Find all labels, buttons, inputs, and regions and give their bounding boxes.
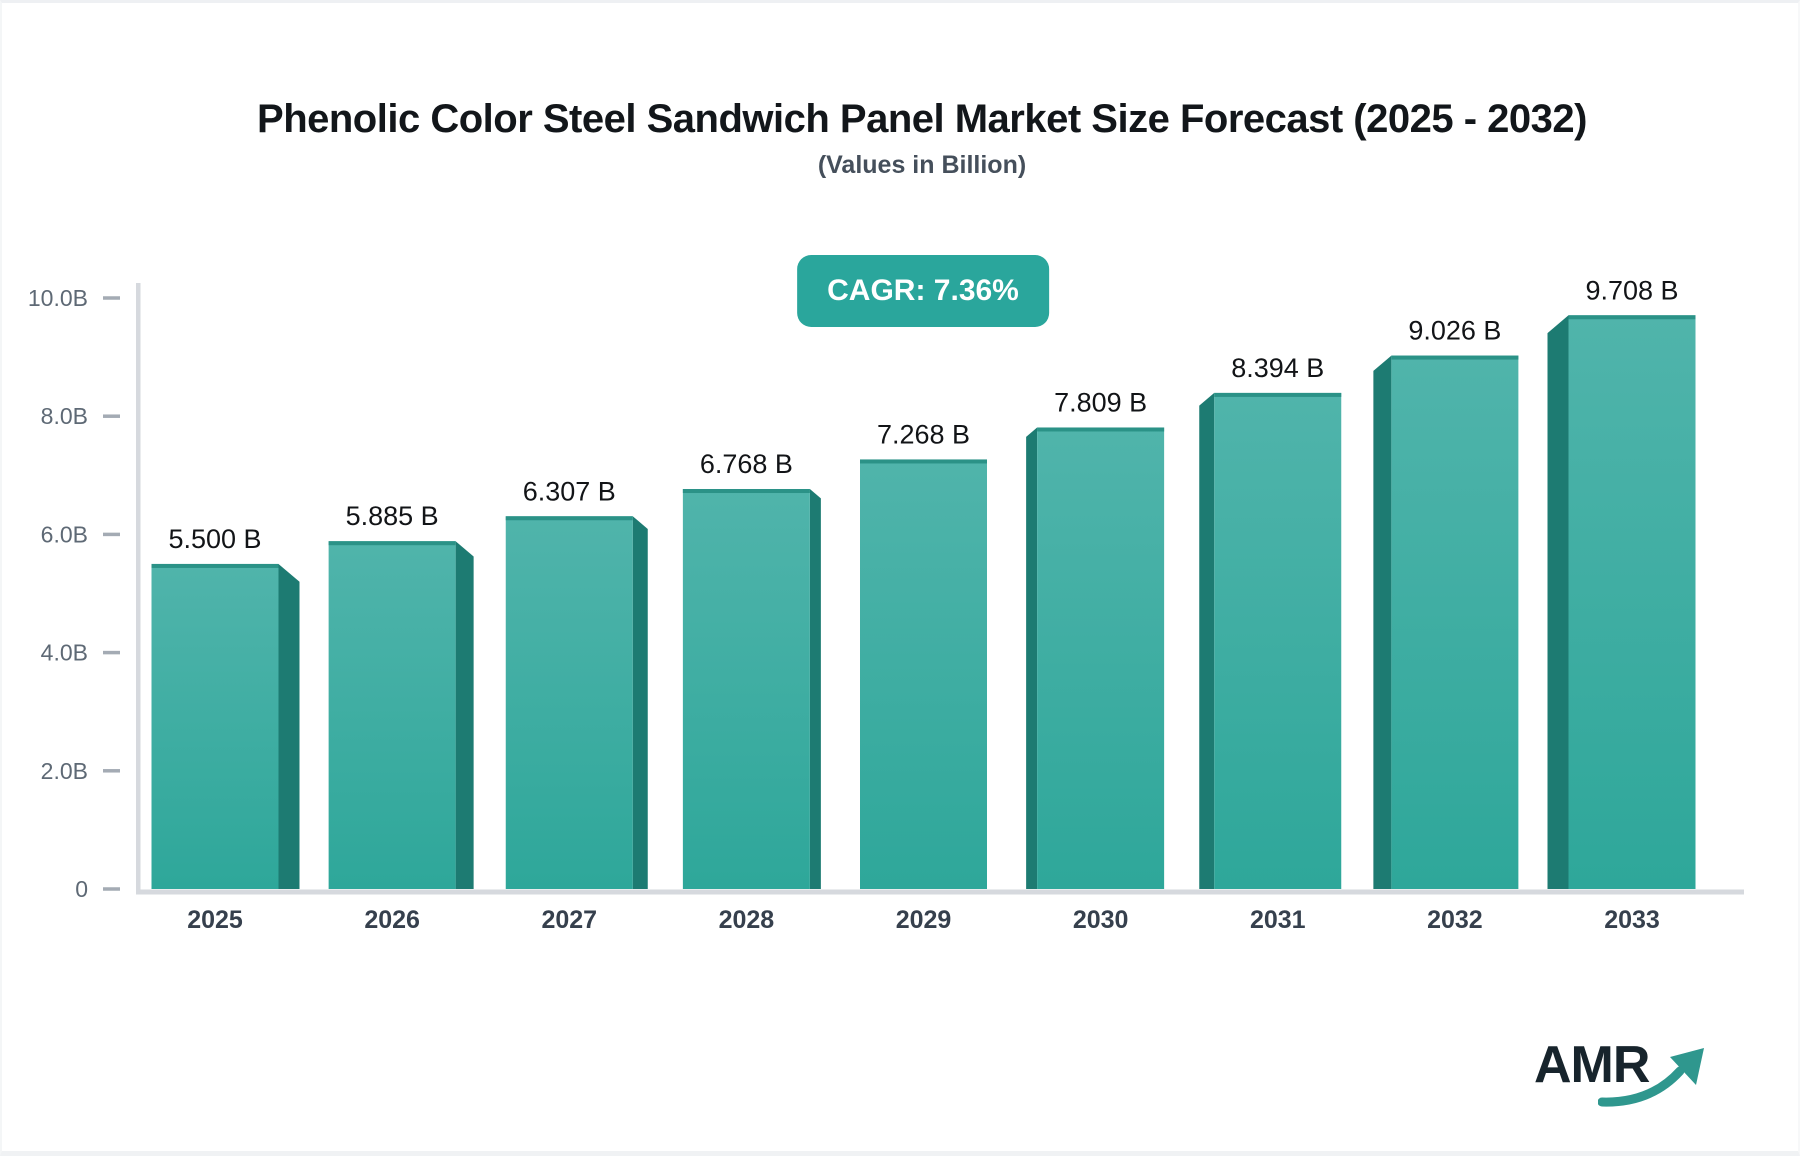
bar-top-edge bbox=[1037, 427, 1165, 432]
x-category-label: 2032 bbox=[1427, 906, 1483, 934]
bar-side-face bbox=[632, 516, 648, 889]
bar-side-face bbox=[809, 489, 821, 889]
bar-top-edge bbox=[1568, 315, 1696, 320]
x-category-label: 2029 bbox=[896, 906, 952, 934]
bar-value-label: 6.307 B bbox=[523, 476, 616, 506]
bar-2031 bbox=[1214, 392, 1342, 889]
y-tick bbox=[103, 532, 120, 537]
y-tick bbox=[103, 769, 120, 773]
y-tick-label: 4.0B bbox=[41, 640, 88, 666]
x-category-label: 2025 bbox=[187, 906, 243, 934]
bar-top-edge bbox=[1391, 355, 1519, 360]
bar-side-face bbox=[278, 563, 300, 889]
bar-value-label: 7.809 B bbox=[1054, 387, 1147, 417]
bar-2025 bbox=[151, 563, 279, 889]
y-tick bbox=[103, 296, 120, 300]
y-tick bbox=[103, 650, 120, 655]
x-category-label: 2031 bbox=[1250, 906, 1306, 934]
y-tick-label: 10.0B bbox=[28, 285, 88, 311]
bar-2029 bbox=[860, 459, 987, 889]
bar-value-label: 7.268 B bbox=[877, 419, 970, 449]
y-tick-label: 6.0B bbox=[41, 521, 88, 547]
bar-top-edge bbox=[151, 563, 279, 568]
y-tick bbox=[103, 414, 120, 418]
growth-arrow-icon bbox=[1598, 1048, 1704, 1107]
x-category-label: 2027 bbox=[541, 906, 597, 934]
y-tick-label: 2.0B bbox=[41, 758, 88, 784]
y-tick-label: 8.0B bbox=[41, 403, 88, 429]
bar-top-edge bbox=[328, 541, 456, 546]
cagr-badge: CAGR: 7.36% bbox=[797, 255, 1049, 327]
x-category-label: 2033 bbox=[1604, 906, 1660, 934]
bar-value-label: 5.885 B bbox=[346, 501, 439, 531]
y-tick bbox=[103, 887, 120, 891]
bar-2033 bbox=[1568, 315, 1696, 889]
bar-side-face bbox=[455, 541, 474, 889]
x-category-label: 2028 bbox=[719, 906, 775, 934]
x-category-label: 2026 bbox=[364, 906, 420, 934]
bar-2027 bbox=[505, 516, 633, 889]
bar-side-face bbox=[1373, 355, 1392, 890]
bar-value-label: 5.500 B bbox=[168, 524, 261, 554]
bar-value-label: 9.026 B bbox=[1408, 316, 1501, 346]
bar-side-face bbox=[1026, 427, 1038, 889]
amr-logo: AMR bbox=[1534, 1035, 1714, 1119]
y-axis-line bbox=[136, 283, 141, 894]
x-axis-line bbox=[136, 889, 1744, 895]
bar-side-face bbox=[1199, 392, 1215, 889]
bar-2030 bbox=[1037, 427, 1165, 889]
bar-chart-plot: 0 2.0B 4.0B 6.0B 8.0B 10.0B 5.500 B 2025 5.885 B… bbox=[28, 275, 1744, 934]
bar-2028 bbox=[682, 489, 810, 889]
bar-side-face bbox=[1547, 315, 1569, 889]
chart-subtitle: (Values in Billion) bbox=[817, 151, 1027, 179]
bar-value-label: 9.708 B bbox=[1585, 275, 1678, 305]
bar-value-label: 8.394 B bbox=[1231, 353, 1324, 383]
amr-logo-text: AMR bbox=[1534, 1036, 1650, 1094]
bar-2026 bbox=[328, 541, 456, 889]
bar-top-edge bbox=[505, 516, 633, 521]
bar-top-edge bbox=[1214, 392, 1342, 397]
chart-title: Phenolic Color Steel Sandwich Panel Mark… bbox=[257, 97, 1587, 141]
bar-top-edge bbox=[682, 489, 810, 494]
x-category-label: 2030 bbox=[1073, 906, 1129, 934]
y-tick-label: 0 bbox=[75, 876, 88, 902]
bar-top-edge bbox=[860, 459, 987, 464]
bar-value-label: 6.768 B bbox=[700, 449, 793, 479]
bar-2032 bbox=[1391, 355, 1519, 890]
